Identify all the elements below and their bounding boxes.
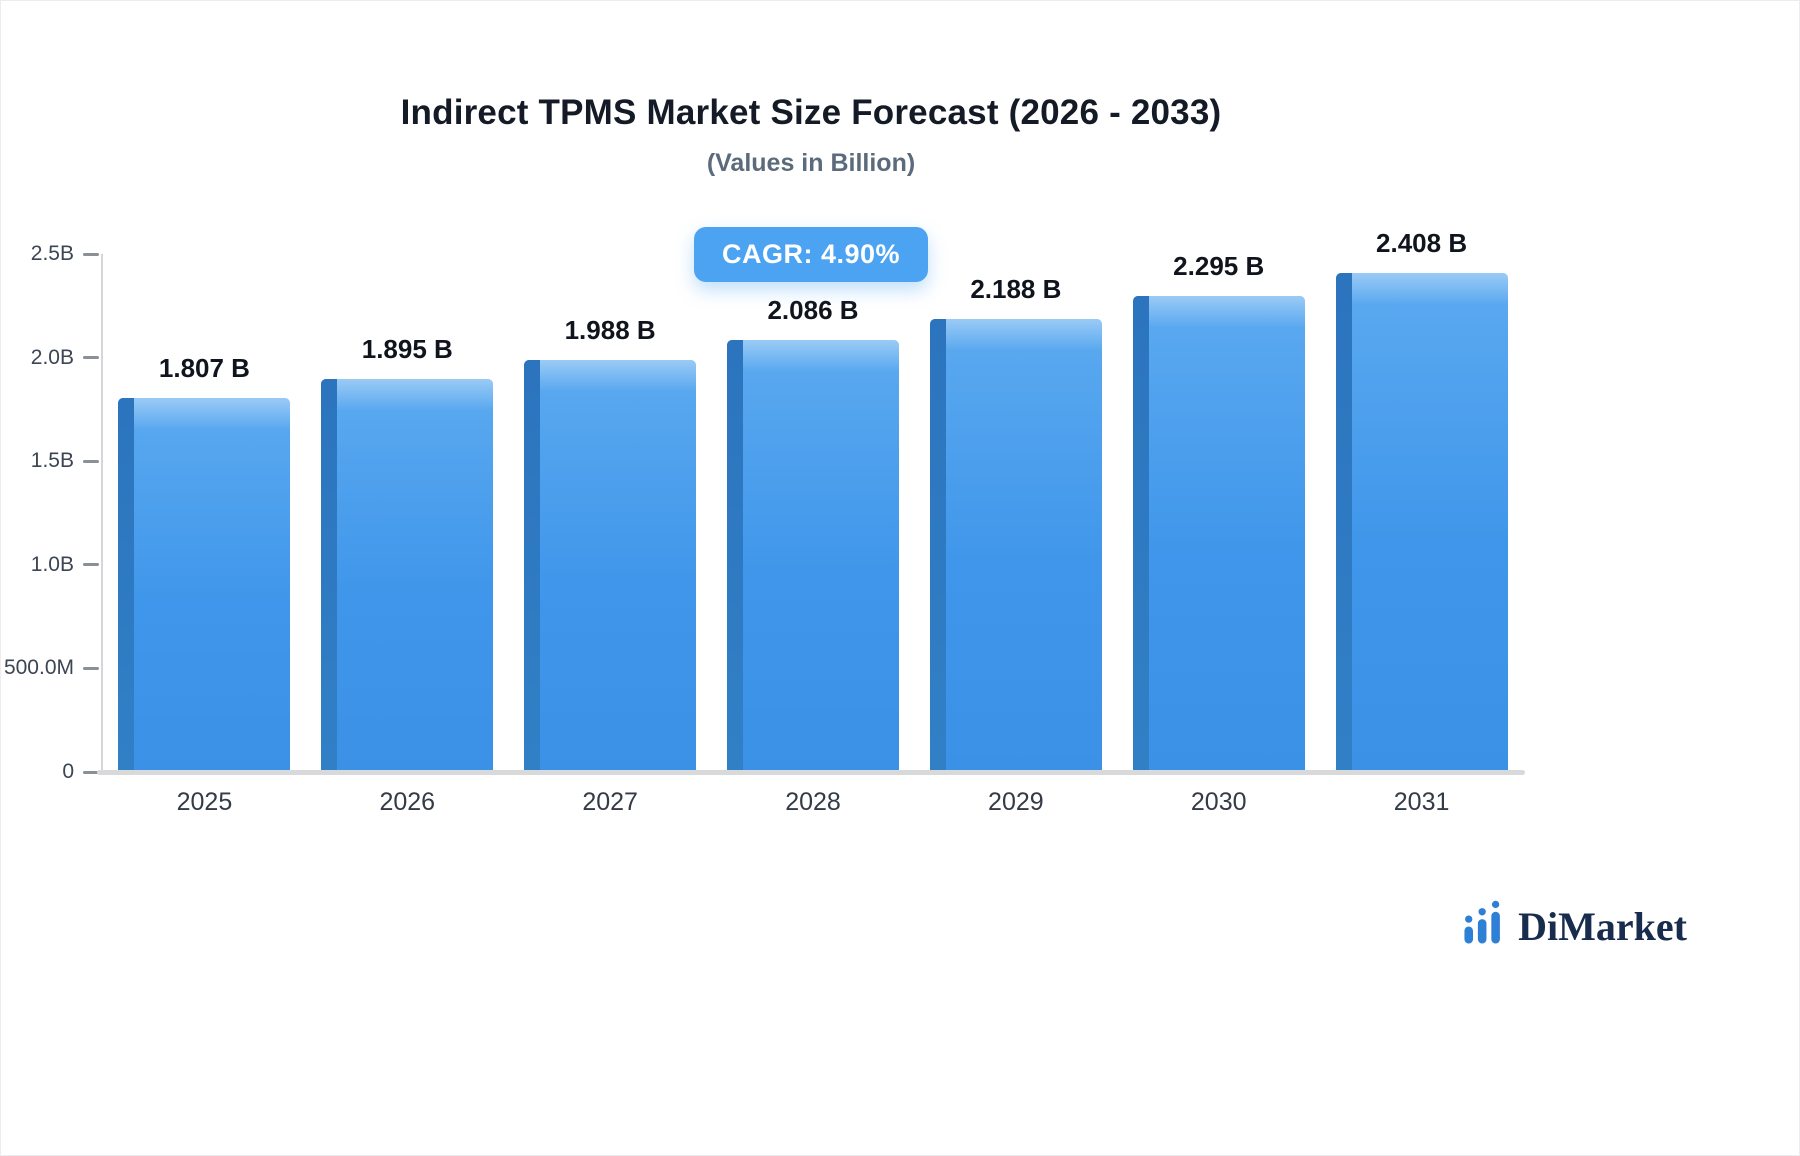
y-tick: 1.0B (31, 553, 103, 577)
bar-value-label: 1.988 B (564, 315, 656, 346)
bar-slot: 1.988 B (509, 254, 712, 772)
bar-2025: 1.807 B (118, 353, 291, 773)
x-tick-label: 2026 (379, 788, 436, 816)
bar-2030: 2.295 B (1132, 251, 1305, 772)
logo: DiMarket (1462, 899, 1687, 949)
bar-value-label: 2.408 B (1376, 228, 1468, 259)
cagr-badge-label: CAGR: 4.90% (721, 239, 901, 269)
logo-text: DiMarket (1518, 904, 1687, 949)
y-tick-mark (83, 459, 99, 463)
y-tick-label: 500.0M (3, 656, 74, 680)
bar-slot: 1.807 B (103, 254, 306, 773)
bars-layer: 1.807 B 1.895 B 1.988 B 2.086 B 2.188 B 2.295… (103, 228, 1523, 773)
bar-value-label: 2.295 B (1173, 251, 1265, 282)
bar-slot: 2.188 B (914, 254, 1117, 773)
cagr-badge-wrap: CAGR: 4.90% (101, 227, 1521, 282)
bar-slot: 1.895 B (306, 254, 509, 772)
bar-value-label: 1.807 B (158, 352, 250, 383)
bar-value-label: 2.086 B (767, 294, 859, 325)
bar-slot: 2.295 B (1117, 251, 1320, 772)
bar-2027: 1.988 B (524, 315, 697, 772)
y-tick: 2.0B (31, 346, 103, 370)
y-tick-label: 2.0B (30, 345, 74, 369)
x-axis: 2025 2026 2027 2028 2029 2030 2031 (103, 788, 1523, 817)
x-tick-label: 2025 (176, 788, 233, 816)
bar-2028: 2.086 B (727, 295, 899, 773)
bar-value-label: 1.895 B (361, 334, 453, 365)
x-tick-label: 2027 (582, 788, 638, 816)
y-tick-mark (83, 252, 99, 256)
y-tick-label: 1.0B (30, 552, 74, 576)
dimarket-logo-icon (1464, 900, 1501, 944)
bar-slot: 2.086 B (712, 254, 915, 773)
chart-title: Indirect TPMS Market Size Forecast (2026… (400, 93, 1222, 132)
x-tick-label: 2030 (1190, 788, 1247, 816)
cagr-badge: CAGR: 4.90% (693, 227, 929, 282)
logo-bars (1464, 900, 1501, 944)
bar-2029: 2.188 B (929, 274, 1102, 773)
plot-area: 0 500.0M 1.0B 1.5B 2.0B 2.5B 1.807 B 1.895 B 1.… (4, 228, 1525, 816)
x-tick-label: 2029 (988, 788, 1044, 816)
x-tick-label: 2028 (785, 788, 841, 816)
bar-2031: 2.408 B (1335, 228, 1508, 772)
y-tick: 500.0M (4, 656, 103, 680)
y-tick: 2.5B (31, 242, 103, 266)
chart-subtitle: (Values in Billion) (706, 149, 916, 177)
y-tick-mark (83, 356, 99, 360)
y-tick: 1.5B (31, 449, 103, 473)
y-tick-label: 1.5B (30, 449, 74, 473)
bar-2026: 1.895 B (321, 334, 494, 772)
bar-slot: 2.408 B (1320, 228, 1523, 772)
y-tick-mark (83, 563, 99, 567)
y-tick-label: 2.5B (30, 242, 74, 265)
x-tick-label: 2031 (1393, 788, 1450, 816)
x-axis-line (97, 770, 1525, 775)
y-tick-mark (83, 666, 99, 670)
y-tick-label: 0 (62, 760, 74, 783)
bar-value-label: 2.188 B (970, 273, 1062, 304)
